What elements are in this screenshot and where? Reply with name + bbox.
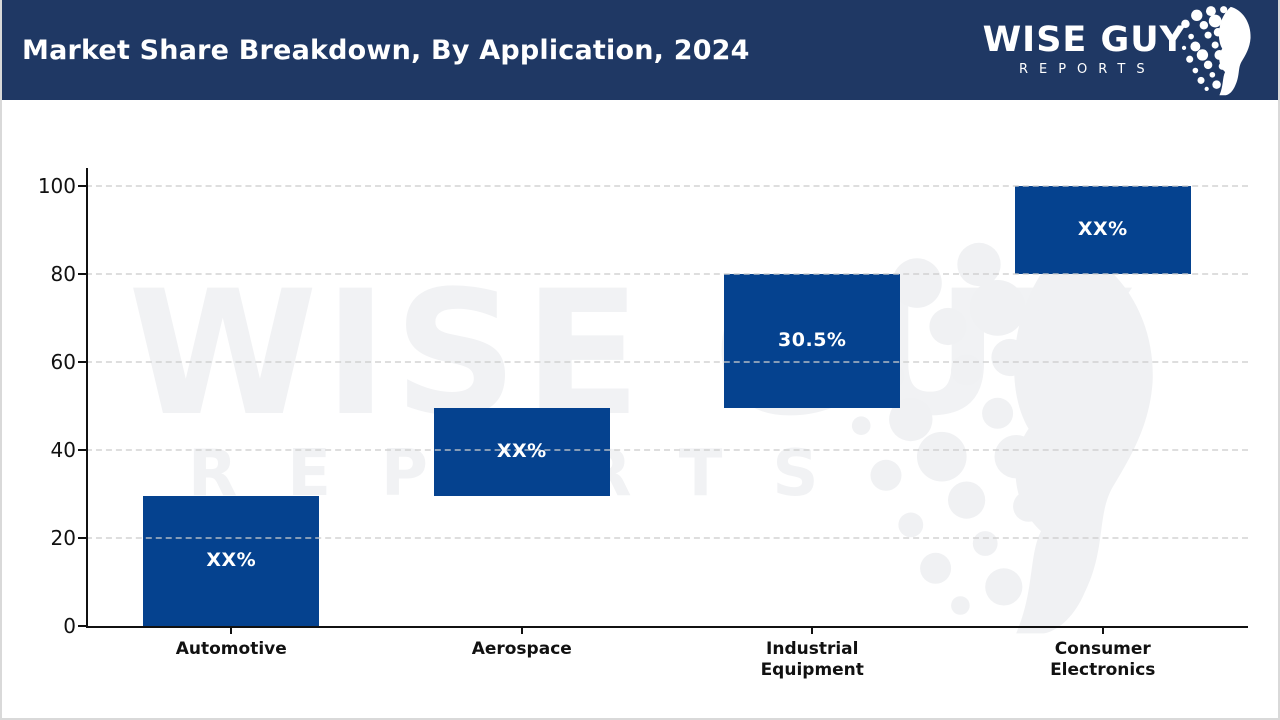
gridline-20 (86, 537, 1248, 539)
category-label-automotive: Automotive (175, 639, 287, 659)
category-label-aerospace: Aerospace (471, 639, 572, 659)
y-tick-mark-20 (78, 537, 86, 539)
bar-value-label-automotive: XX% (206, 549, 257, 572)
gridline-60 (86, 361, 1248, 363)
x-tick-mark-industrial-equipment (811, 626, 814, 634)
y-tick-mark-40 (78, 449, 86, 451)
report-header: Market Share Breakdown, By Application, … (2, 0, 1278, 100)
wiseguy-logo: WISE GUY REPORTS (983, 0, 1264, 100)
y-tick-mark-0 (78, 625, 86, 627)
y-tick-mark-100 (78, 185, 86, 187)
bar-aerospace (433, 408, 610, 497)
bar-automotive (143, 496, 320, 626)
y-tick-label-100: 100 (37, 174, 76, 198)
bar-industrial-equipment (724, 274, 901, 409)
logo-subtitle-text: REPORTS (1018, 62, 1156, 77)
x-tick-mark-aerospace (520, 626, 523, 634)
x-tick-mark-automotive (230, 626, 233, 634)
bar-value-label-industrial-equipment: 30.5% (778, 329, 847, 352)
gridline-40 (86, 449, 1248, 451)
category-label-consumer-electronics: Consumer Electronics (1050, 639, 1156, 680)
y-tick-label-20: 20 (50, 526, 76, 550)
dotted-head-icon (1181, 6, 1251, 96)
category-label-industrial-equipment: Industrial Equipment (760, 639, 864, 680)
y-tick-mark-80 (78, 273, 86, 275)
gridline-100 (86, 185, 1248, 187)
x-axis-line (86, 626, 1248, 628)
y-axis-line (86, 168, 88, 628)
bar-consumer-electronics (1014, 186, 1191, 274)
logo-name-text: WISE GUY (982, 20, 1186, 60)
y-tick-label-0: 0 (63, 614, 76, 638)
watermark-wordmark: WISE GUY (128, 253, 1137, 454)
waterfall-chart: WISE GUY REPORTS 020406080100XX%XX%30.5%… (2, 100, 1278, 718)
y-tick-label-40: 40 (50, 438, 76, 462)
y-tick-label-60: 60 (50, 350, 76, 374)
y-tick-mark-60 (78, 361, 86, 363)
bar-value-label-consumer-electronics: XX% (1077, 218, 1128, 240)
page-title: Market Share Breakdown, By Application, … (22, 34, 750, 66)
y-tick-label-80: 80 (50, 262, 76, 286)
x-tick-mark-consumer-electronics (1101, 626, 1104, 634)
gridline-80 (86, 273, 1248, 275)
bar-value-label-aerospace: XX% (496, 440, 547, 463)
logo-wordmark: WISE GUY REPORTS (982, 20, 1186, 78)
